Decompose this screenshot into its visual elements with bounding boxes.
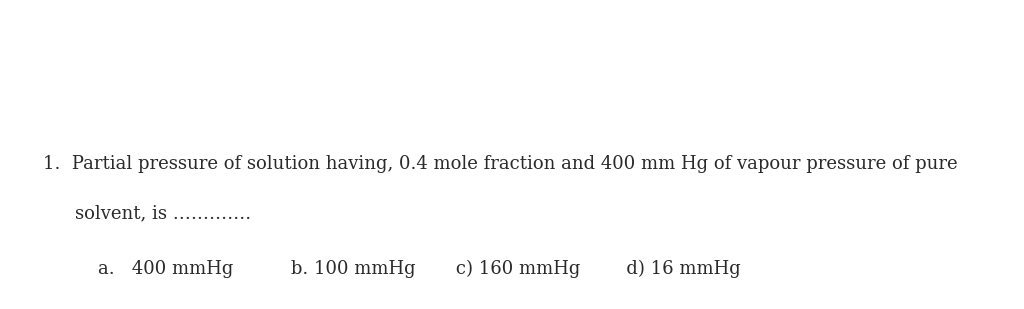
Text: 1.  Partial pressure of solution having, 0.4 mole fraction and 400 mm Hg of vapo: 1. Partial pressure of solution having, … xyxy=(43,155,957,173)
Text: solvent, is ………….: solvent, is …………. xyxy=(75,205,251,222)
Text: a.   400 mmHg          b. 100 mmHg       c) 160 mmHg        d) 16 mmHg: a. 400 mmHg b. 100 mmHg c) 160 mmHg d) 1… xyxy=(75,260,740,278)
